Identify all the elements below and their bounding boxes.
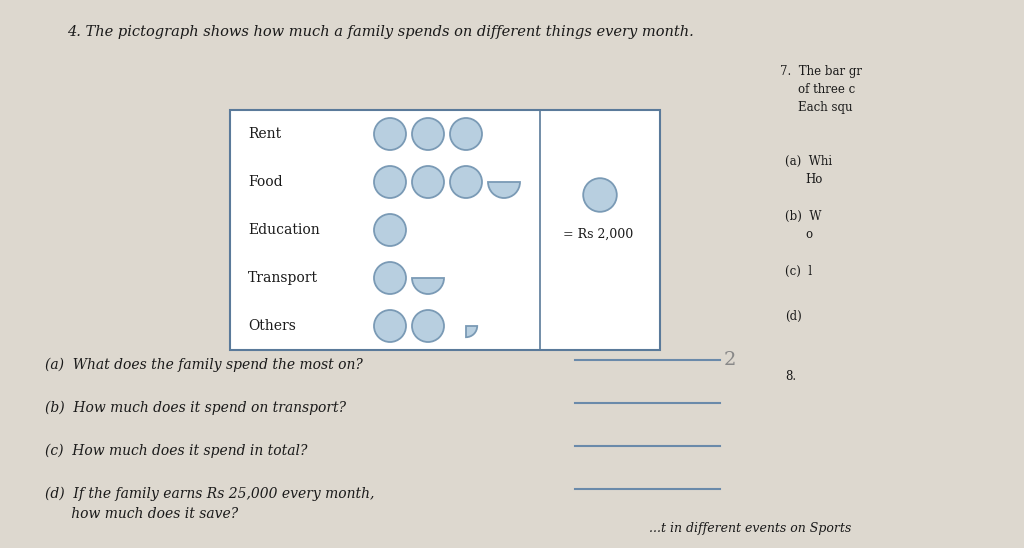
Text: (b)  How much does it spend on transport?: (b) How much does it spend on transport? (45, 401, 346, 415)
Text: o: o (805, 228, 812, 241)
Text: 4. The pictograph shows how much a family spends on different things every month: 4. The pictograph shows how much a famil… (67, 25, 693, 39)
Text: ...t in different events on Sports: ...t in different events on Sports (649, 522, 851, 535)
Text: (a)  What does the family spend the most on?: (a) What does the family spend the most … (45, 358, 362, 372)
Wedge shape (412, 278, 444, 294)
Circle shape (374, 262, 406, 294)
Circle shape (412, 118, 444, 150)
Text: (c)  How much does it spend in total?: (c) How much does it spend in total? (45, 444, 307, 458)
Circle shape (374, 214, 406, 246)
Text: Education: Education (248, 223, 319, 237)
Text: Each squ: Each squ (798, 101, 853, 114)
Circle shape (450, 118, 482, 150)
Text: Transport: Transport (248, 271, 318, 285)
Text: (a)  Whi: (a) Whi (785, 155, 833, 168)
Circle shape (374, 166, 406, 198)
Text: = Rs 2,000: = Rs 2,000 (563, 228, 633, 241)
Text: 2: 2 (724, 351, 736, 369)
Text: (b)  W: (b) W (785, 210, 821, 223)
Text: of three c: of three c (798, 83, 855, 96)
Text: how much does it save?: how much does it save? (45, 507, 239, 521)
Circle shape (450, 166, 482, 198)
Circle shape (374, 118, 406, 150)
Text: (c)  l: (c) l (785, 265, 812, 278)
Circle shape (374, 310, 406, 342)
Text: 8.: 8. (785, 370, 796, 383)
Text: Ho: Ho (805, 173, 822, 186)
Text: (d): (d) (785, 310, 802, 323)
Circle shape (412, 166, 444, 198)
Text: Food: Food (248, 175, 283, 189)
Text: 7.  The bar gr: 7. The bar gr (780, 65, 862, 78)
Circle shape (412, 310, 444, 342)
Bar (230, 110, 660, 350)
Wedge shape (488, 182, 520, 198)
Circle shape (584, 178, 616, 212)
Text: Rent: Rent (248, 127, 282, 141)
Text: Others: Others (248, 319, 296, 333)
Text: (d)  If the family earns Rs 25,000 every month,: (d) If the family earns Rs 25,000 every … (45, 487, 375, 501)
Wedge shape (466, 326, 477, 337)
